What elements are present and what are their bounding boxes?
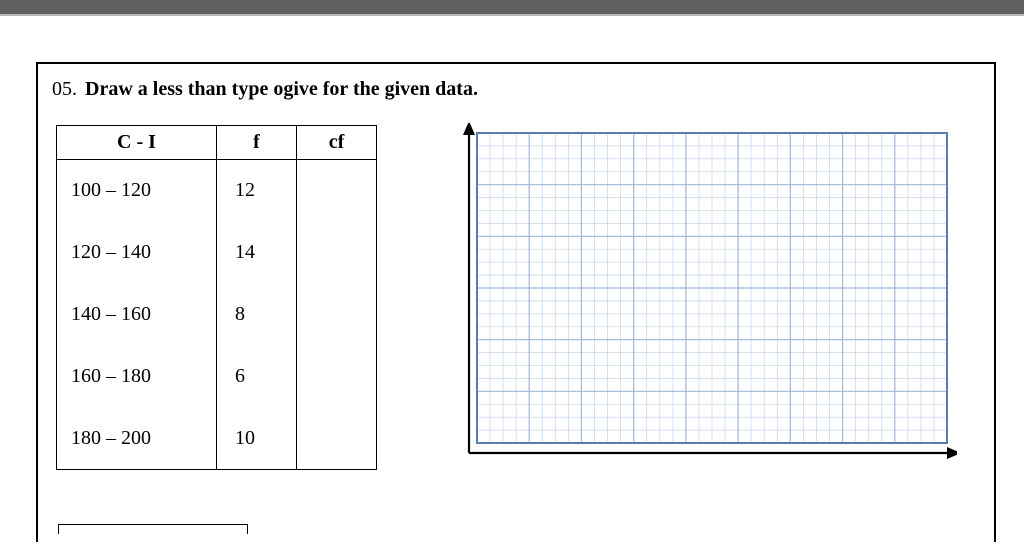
question-text: 05. Draw a less than type ogive for the … bbox=[52, 78, 980, 101]
table-row: 160 – 180 6 bbox=[57, 346, 377, 408]
header-class-interval: C - I bbox=[57, 126, 217, 160]
grid-svg bbox=[437, 123, 957, 473]
table-row: 100 – 120 12 bbox=[57, 160, 377, 222]
header-cumulative-frequency: cf bbox=[297, 126, 377, 160]
partial-box bbox=[58, 524, 248, 534]
cell-frequency: 10 bbox=[217, 408, 297, 470]
x-axis-arrow-icon bbox=[947, 447, 957, 459]
table-header-row: C - I f cf bbox=[57, 126, 377, 160]
cell-class-interval: 140 – 160 bbox=[57, 284, 217, 346]
header-frequency: f bbox=[217, 126, 297, 160]
cell-frequency: 14 bbox=[217, 222, 297, 284]
table-row: 120 – 140 14 bbox=[57, 222, 377, 284]
cell-frequency: 12 bbox=[217, 160, 297, 222]
cell-cumulative-frequency bbox=[297, 284, 377, 346]
question-body: Draw a less than type ogive for the give… bbox=[85, 78, 478, 100]
y-axis-arrow-icon bbox=[463, 123, 475, 135]
graph-grid bbox=[437, 123, 957, 473]
cell-class-interval: 120 – 140 bbox=[57, 222, 217, 284]
cell-class-interval: 180 – 200 bbox=[57, 408, 217, 470]
table-row: 180 – 200 10 bbox=[57, 408, 377, 470]
window-top-bar bbox=[0, 0, 1024, 14]
question-container: 05. Draw a less than type ogive for the … bbox=[36, 62, 996, 542]
cell-cumulative-frequency bbox=[297, 222, 377, 284]
question-number: 05. bbox=[52, 78, 80, 101]
cell-class-interval: 100 – 120 bbox=[57, 160, 217, 222]
content-row: C - I f cf 100 – 120 12 120 – 140 14 bbox=[52, 119, 980, 473]
cell-class-interval: 160 – 180 bbox=[57, 346, 217, 408]
cell-frequency: 6 bbox=[217, 346, 297, 408]
window-top-border bbox=[0, 14, 1024, 16]
cell-cumulative-frequency bbox=[297, 408, 377, 470]
page: 05. Draw a less than type ogive for the … bbox=[0, 0, 1024, 554]
cell-cumulative-frequency bbox=[297, 160, 377, 222]
cell-cumulative-frequency bbox=[297, 346, 377, 408]
cell-frequency: 8 bbox=[217, 284, 297, 346]
frequency-table: C - I f cf 100 – 120 12 120 – 140 14 bbox=[56, 125, 377, 470]
table-row: 140 – 160 8 bbox=[57, 284, 377, 346]
